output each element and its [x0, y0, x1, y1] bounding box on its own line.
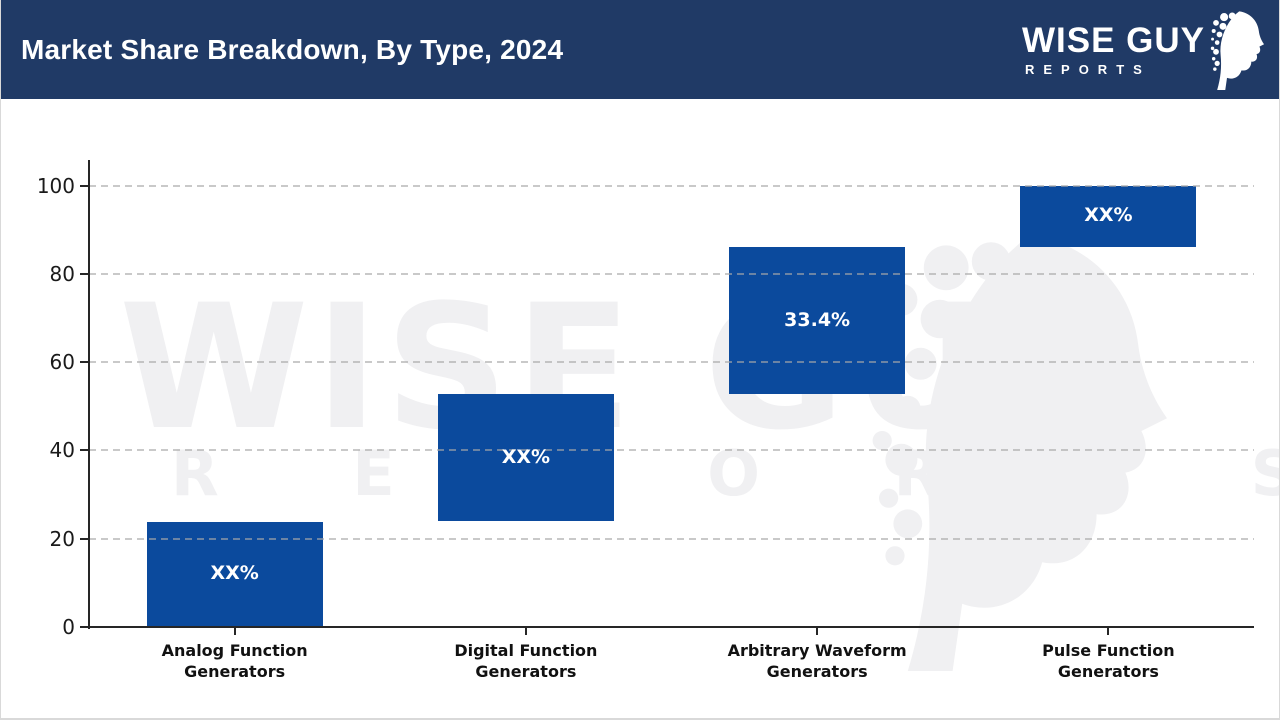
- gridline: [89, 272, 1254, 275]
- y-tick-mark: [80, 361, 88, 364]
- y-tick-mark: [80, 184, 88, 187]
- y-tick-label: 40: [49, 438, 75, 463]
- gridline: [89, 449, 1254, 452]
- y-tick-label: 60: [49, 350, 75, 375]
- y-axis-line: [87, 160, 90, 629]
- y-tick-mark: [80, 537, 88, 540]
- bar-value-label: XX%: [210, 562, 259, 585]
- y-tick-label: 80: [49, 261, 75, 286]
- bar-segment: [1020, 185, 1197, 247]
- bar-value-label: XX%: [501, 445, 551, 468]
- chart-canvas: WISE GUY R E P O R T S XX% XX% 33.4% XX% 0 20…: [1, 99, 1279, 718]
- gridline: [89, 184, 1254, 187]
- y-tick-mark: [80, 449, 88, 452]
- x-tick-mark: [816, 628, 819, 635]
- x-tick-mark: [1107, 628, 1110, 635]
- x-tick-mark: [233, 628, 236, 635]
- gridline: [89, 537, 1254, 540]
- bar-value-label: 33.4%: [784, 308, 851, 331]
- wiseguy-logo: WISE GUY REPORTS: [1022, 0, 1267, 99]
- wiseguy-logo-text: WISE GUY REPORTS: [1021, 20, 1205, 77]
- y-tick-label: 20: [49, 526, 75, 551]
- watermark-head-icon: [872, 235, 1167, 671]
- x-tick-label: Arbitrary Waveform Generators: [727, 641, 907, 681]
- x-tick-mark: [524, 628, 527, 635]
- header-bar: Market Share Breakdown, By Type, 2024 WI…: [1, 0, 1279, 99]
- bar-segment: [729, 246, 906, 395]
- bar-value-label: XX%: [1084, 204, 1133, 227]
- y-tick-label: 100: [36, 173, 75, 198]
- x-tick-label: Pulse Function Generators: [1042, 641, 1175, 681]
- y-tick-mark: [80, 272, 88, 275]
- wiseguy-head-icon: [1210, 11, 1265, 90]
- x-tick-label: Digital Function Generators: [454, 641, 598, 681]
- gridline: [89, 361, 1254, 364]
- logo-name-text: WISE GUY: [1021, 20, 1205, 60]
- y-tick-mark: [80, 626, 88, 628]
- x-tick-label: Analog Function Generators: [161, 641, 308, 681]
- x-axis-line: [87, 625, 1254, 628]
- logo-sub-text: REPORTS: [1024, 61, 1151, 77]
- plot-area: XX% XX% 33.4% XX% 0 20 40 60 80 100 Analog Functio…: [1, 99, 1279, 718]
- page-title: Market Share Breakdown, By Type, 2024: [21, 33, 564, 65]
- bar-segment: [437, 394, 614, 522]
- y-tick-label: 0: [62, 615, 75, 639]
